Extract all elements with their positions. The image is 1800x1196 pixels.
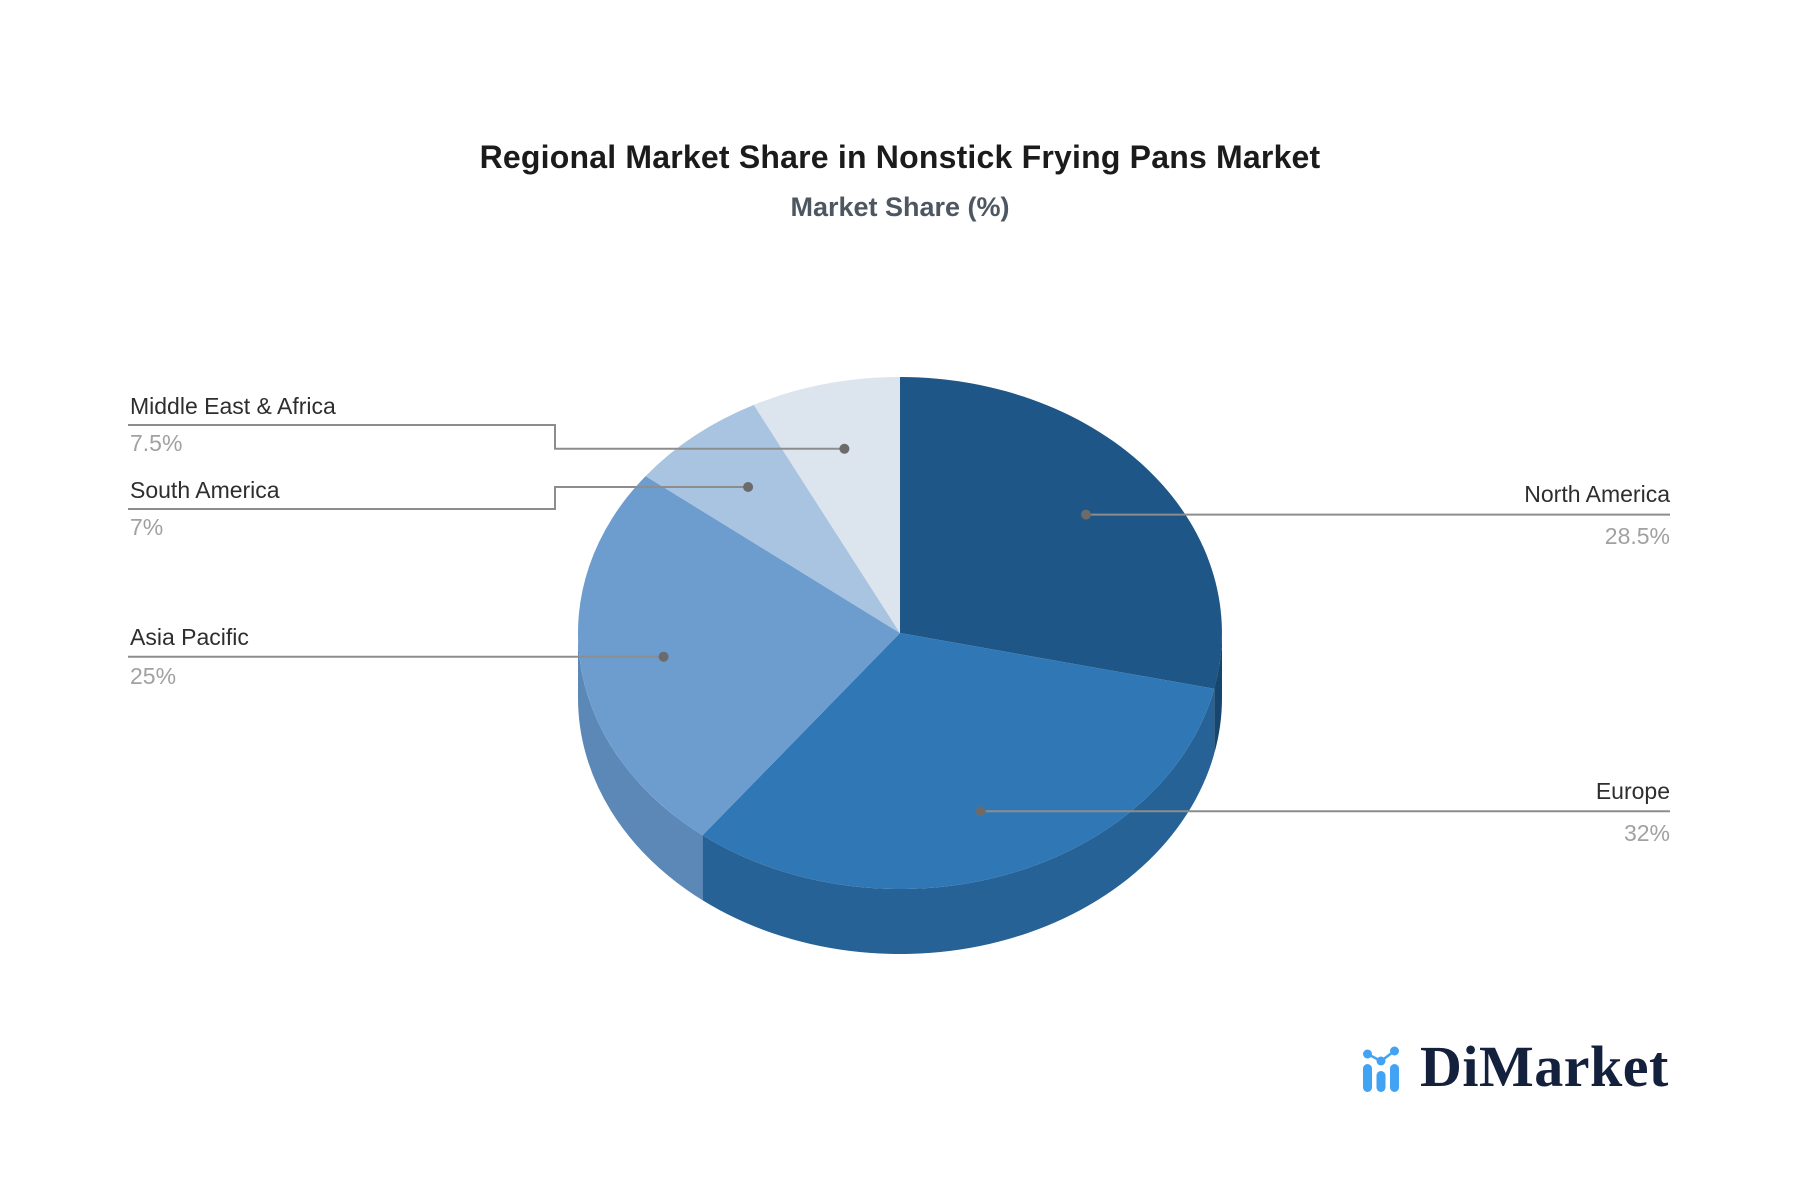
slice-label-middle-east-africa: Middle East & Africa [130,393,336,419]
slice-label-south-america: South America [130,477,280,503]
slice-value-asia-pacific: 25% [130,663,177,689]
callout-dot-middle-east-africa [839,443,850,454]
pie-slice-side [702,688,1215,955]
pie-slice-north-america[interactable] [900,377,1222,689]
slice-label-asia-pacific: Asia Pacific [130,624,249,650]
slice-value-middle-east-africa: 7.5% [130,430,183,456]
callout-dot-europe [975,806,986,817]
pie-slice-south-america[interactable] [645,404,900,633]
pie-slice-middle-east-africa[interactable] [753,377,900,633]
callout-dot-asia-pacific [658,651,669,662]
chart-title: Regional Market Share in Nonstick Frying… [479,139,1321,175]
brand-logo: DiMarket [1362,1038,1669,1096]
slice-value-north-america: 28.5% [1604,523,1670,549]
pie-slice-europe[interactable] [702,633,1215,890]
brand-logo-text: DiMarket [1420,1034,1669,1099]
pie-slice-side [1214,633,1222,754]
slice-value-europe: 32% [1623,820,1670,846]
pie-slice-asia-pacific[interactable] [577,476,900,836]
callout-dot-north-america [1081,509,1091,520]
slice-label-north-america: North America [1524,481,1670,507]
slice-value-south-america: 7% [130,514,164,540]
chart-subtitle: Market Share (%) [790,192,1010,222]
callout-dot-south-america [743,482,754,492]
pie-slice-side [577,633,703,901]
callout-line-south-america [128,486,749,510]
callout-line-middle-east-africa [128,424,845,450]
bar-line-chart-icon [1363,1046,1399,1092]
slice-label-europe: Europe [1595,778,1670,804]
